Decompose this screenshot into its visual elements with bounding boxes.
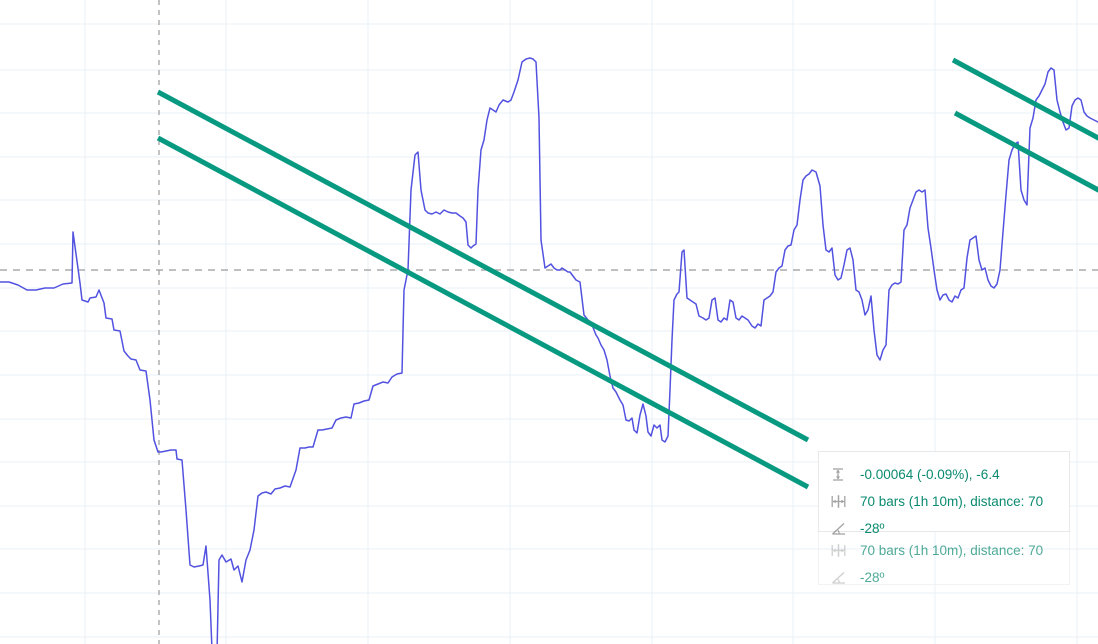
tooltip-row-text: -0.00064 (-0.09%), -6.4	[860, 467, 1000, 482]
trend-line-1-upper[interactable]	[156, 89, 810, 443]
bar-range-icon	[830, 542, 847, 559]
tooltip-row-text: 70 bars (1h 10m), distance: 70	[860, 543, 1044, 558]
tooltip-row: 70 bars (1h 10m), distance: 70	[830, 488, 1055, 515]
trend-line-1-lower[interactable]	[156, 135, 810, 490]
price-line	[0, 57, 1098, 644]
tooltip-row: -28º	[830, 515, 1055, 542]
tooltip-row: -0.00064 (-0.09%), -6.4	[830, 461, 1055, 488]
tooltip-row: -28º	[830, 564, 1055, 591]
bar-range-icon	[830, 493, 847, 510]
trend-line-2-upper[interactable]	[951, 57, 1098, 155]
vertical-distance-icon	[830, 466, 847, 483]
tooltip-row-text: -28º	[860, 570, 885, 585]
measurement-tooltip: -0.00064 (-0.09%), -6.4 70 bars (1h 10m)…	[818, 451, 1070, 536]
angle-icon	[830, 520, 847, 537]
tooltip-row-text: -28º	[860, 521, 885, 536]
tooltip-row-text: 70 bars (1h 10m), distance: 70	[860, 494, 1044, 509]
trend-line-2-lower[interactable]	[953, 110, 1098, 207]
angle-icon	[830, 569, 847, 586]
tooltip-row: 70 bars (1h 10m), distance: 70	[830, 537, 1055, 564]
